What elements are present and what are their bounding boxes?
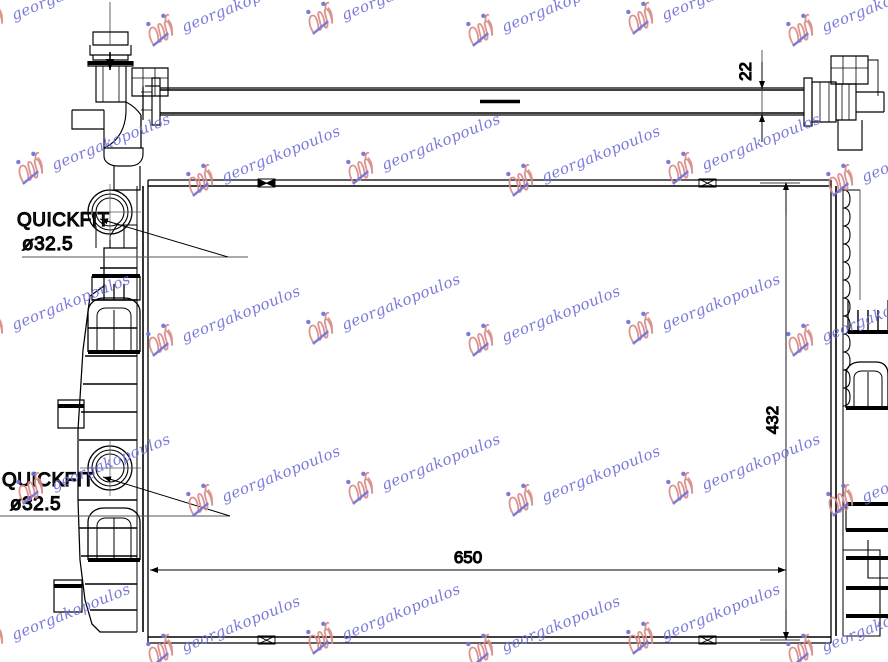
quickfit-lower-label: QUICKFIT [2,470,95,491]
left-upper-bracket [91,274,141,301]
left-side-tab [57,399,85,429]
dim-height-label: 432 [763,406,782,434]
dim-thickness-label: 22 [736,62,755,81]
top-section-view [71,2,885,191]
right-tank [835,186,888,637]
left-arch-bracket [87,297,141,354]
quickfit-callout-lower: QUICKFIT ø32.5 [0,469,231,517]
left-tank [53,184,144,633]
core-bar-profile [160,87,804,116]
dimension-width-650: 650 [150,547,786,573]
quickfit-callout-upper: QUICKFIT ø32.5 [16,209,248,258]
dimension-thickness-22: 22 [735,50,765,142]
dim-width-label: 650 [454,548,482,567]
quickfit-upper-label: QUICKFIT [17,210,110,231]
right-lower-brackets [845,502,888,618]
left-lower-side-tab [53,579,83,613]
outlet-connector-assembly [803,55,885,151]
filler-neck-assembly [71,2,169,191]
right-arch-bracket [845,361,888,410]
quickfit-upper-diameter: ø32.5 [22,234,73,255]
dimension-height-432: 432 [760,182,800,641]
right-upper-bracket [847,300,888,334]
left-lower-arch-bracket [87,507,141,562]
quickfit-lower-diameter: ø32.5 [10,494,61,515]
radiator-core [147,178,832,645]
